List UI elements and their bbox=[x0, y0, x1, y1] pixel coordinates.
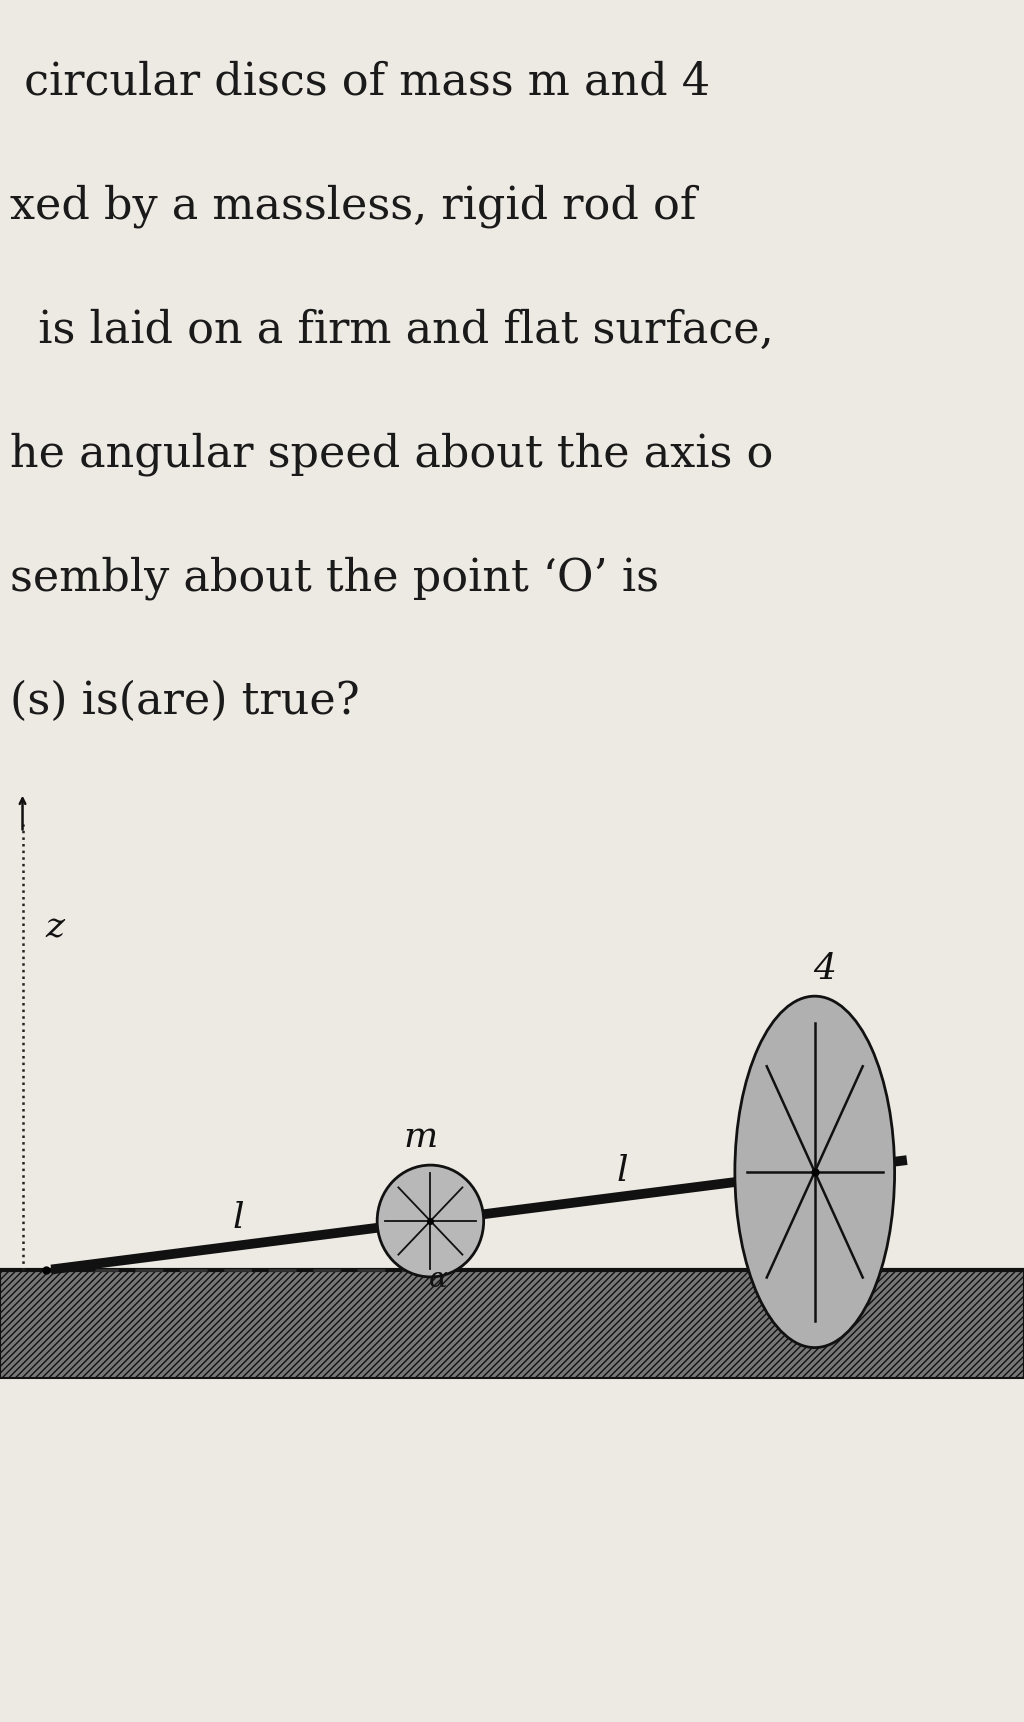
Text: 4: 4 bbox=[813, 952, 837, 987]
Text: z: z bbox=[45, 911, 65, 944]
Text: circular discs of mass m and 4: circular discs of mass m and 4 bbox=[10, 60, 711, 103]
Text: he angular speed about the axis o: he angular speed about the axis o bbox=[10, 432, 773, 475]
Text: m: m bbox=[403, 1121, 437, 1154]
Text: (s) is(are) true?: (s) is(are) true? bbox=[10, 680, 359, 723]
Ellipse shape bbox=[377, 1166, 483, 1278]
Text: l: l bbox=[616, 1154, 629, 1188]
Ellipse shape bbox=[735, 995, 895, 1348]
Text: xed by a massless, rigid rod of: xed by a massless, rigid rod of bbox=[10, 184, 696, 227]
Bar bbox=[0, 1271, 1024, 1378]
Text: l: l bbox=[232, 1202, 244, 1235]
Text: α: α bbox=[429, 1266, 447, 1293]
Text: is laid on a firm and flat surface,: is laid on a firm and flat surface, bbox=[10, 308, 774, 351]
Text: sembly about the point ‘O’ is: sembly about the point ‘O’ is bbox=[10, 556, 659, 599]
